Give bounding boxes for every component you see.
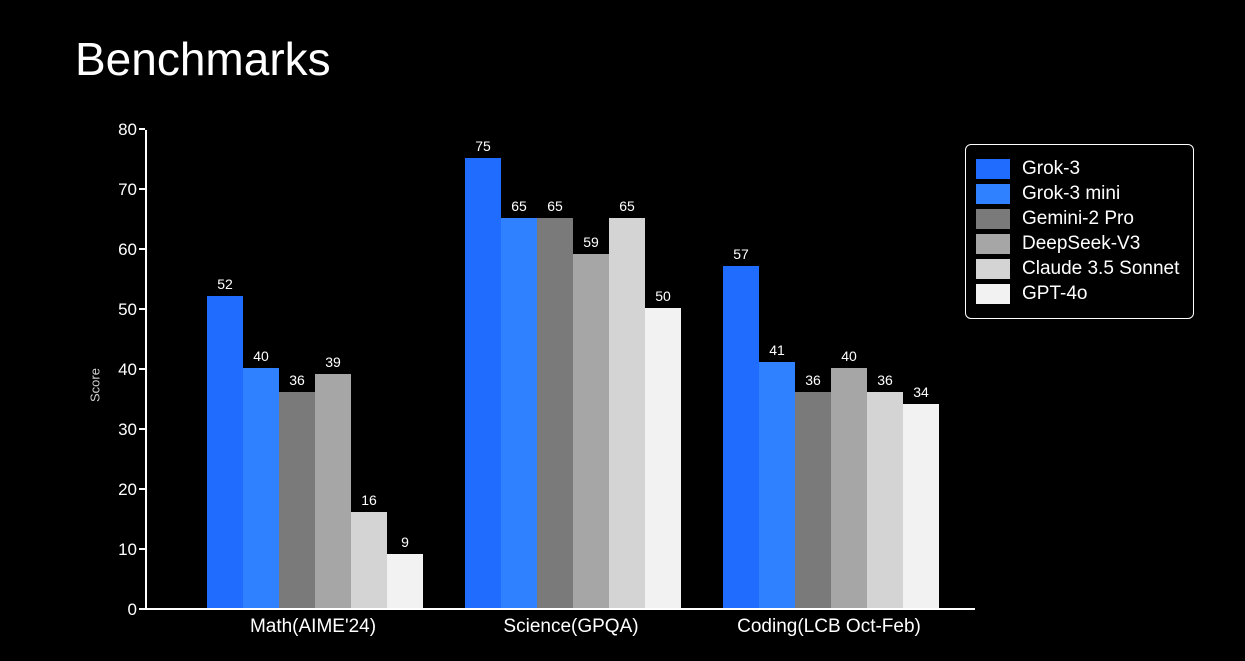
- bar: 36: [795, 392, 831, 608]
- bar-value-label: 34: [913, 384, 929, 400]
- bar: 40: [243, 368, 279, 608]
- bar-value-label: 65: [619, 198, 635, 214]
- legend-item: Grok-3 mini: [976, 183, 1179, 205]
- legend-label: Grok-3: [1022, 158, 1080, 180]
- bar-value-label: 39: [325, 354, 341, 370]
- bar-value-label: 65: [547, 198, 563, 214]
- legend-item: Gemini-2 Pro: [976, 208, 1179, 230]
- bar-value-label: 36: [877, 372, 893, 388]
- y-tick-label: 20: [118, 480, 137, 500]
- bar-group: 756565596550: [465, 158, 681, 608]
- legend-swatch: [976, 159, 1010, 179]
- y-tick-label: 10: [118, 540, 137, 560]
- bar: 52: [207, 296, 243, 608]
- bar: 59: [573, 254, 609, 608]
- bar: 40: [831, 368, 867, 608]
- legend-swatch: [976, 234, 1010, 254]
- bar-value-label: 16: [361, 492, 377, 508]
- chart-legend: Grok-3 Grok-3 mini Gemini-2 Pro DeepSeek-V3…: [965, 144, 1194, 319]
- bar-value-label: 59: [583, 234, 599, 250]
- legend-swatch: [976, 284, 1010, 304]
- bar: 16: [351, 512, 387, 608]
- bar-value-label: 41: [769, 342, 785, 358]
- bar-value-label: 75: [475, 138, 491, 154]
- bar: 65: [501, 218, 537, 608]
- bar: 57: [723, 266, 759, 608]
- bar: 9: [387, 554, 423, 608]
- y-tick-label: 40: [118, 360, 137, 380]
- bar-value-label: 50: [655, 288, 671, 304]
- bar: 39: [315, 374, 351, 608]
- legend-swatch: [976, 259, 1010, 279]
- legend-swatch: [976, 209, 1010, 229]
- bar: 65: [609, 218, 645, 608]
- x-category-label: Science(GPQA): [503, 616, 638, 638]
- legend-label: DeepSeek-V3: [1022, 233, 1140, 255]
- bar-value-label: 9: [401, 534, 409, 550]
- bar-group: 52403639169: [207, 296, 423, 608]
- y-tick-label: 0: [128, 600, 137, 620]
- legend-item: GPT-4o: [976, 283, 1179, 305]
- x-category-label: Math(AIME'24): [250, 616, 376, 638]
- x-axis-labels: Math(AIME'24) Science(GPQA) Coding(LCB Oct…: [145, 616, 975, 640]
- y-tick-label: 30: [118, 420, 137, 440]
- legend-label: Gemini-2 Pro: [1022, 208, 1134, 230]
- bar: 36: [279, 392, 315, 608]
- bar-value-label: 40: [253, 348, 269, 364]
- legend-label: GPT-4o: [1022, 283, 1087, 305]
- y-axis-ticks: 01020304050607080: [75, 130, 145, 610]
- bar: 36: [867, 392, 903, 608]
- y-tick-label: 60: [118, 240, 137, 260]
- legend-label: Claude 3.5 Sonnet: [1022, 258, 1179, 280]
- page-title: Benchmarks: [75, 32, 331, 86]
- y-tick-label: 80: [118, 120, 137, 140]
- x-category-label: Coding(LCB Oct-Feb): [737, 616, 921, 638]
- bar-value-label: 40: [841, 348, 857, 364]
- legend-item: Claude 3.5 Sonnet: [976, 258, 1179, 280]
- legend-item: Grok-3: [976, 158, 1179, 180]
- bar-value-label: 65: [511, 198, 527, 214]
- y-tick-label: 50: [118, 300, 137, 320]
- bar: 75: [465, 158, 501, 608]
- bar: 50: [645, 308, 681, 608]
- bar: 34: [903, 404, 939, 608]
- bar: 41: [759, 362, 795, 608]
- y-tick-label: 70: [118, 180, 137, 200]
- bar-value-label: 57: [733, 246, 749, 262]
- bar-group: 574136403634: [723, 266, 939, 608]
- bar-value-label: 36: [289, 372, 305, 388]
- plot-region: 52403639169756565596550574136403634: [145, 130, 975, 610]
- bar-value-label: 36: [805, 372, 821, 388]
- legend-item: DeepSeek-V3: [976, 233, 1179, 255]
- legend-label: Grok-3 mini: [1022, 183, 1120, 205]
- bar: 65: [537, 218, 573, 608]
- benchmark-chart: Score 01020304050607080 5240363916975656…: [75, 130, 1195, 640]
- legend-swatch: [976, 184, 1010, 204]
- bar-value-label: 52: [217, 276, 233, 292]
